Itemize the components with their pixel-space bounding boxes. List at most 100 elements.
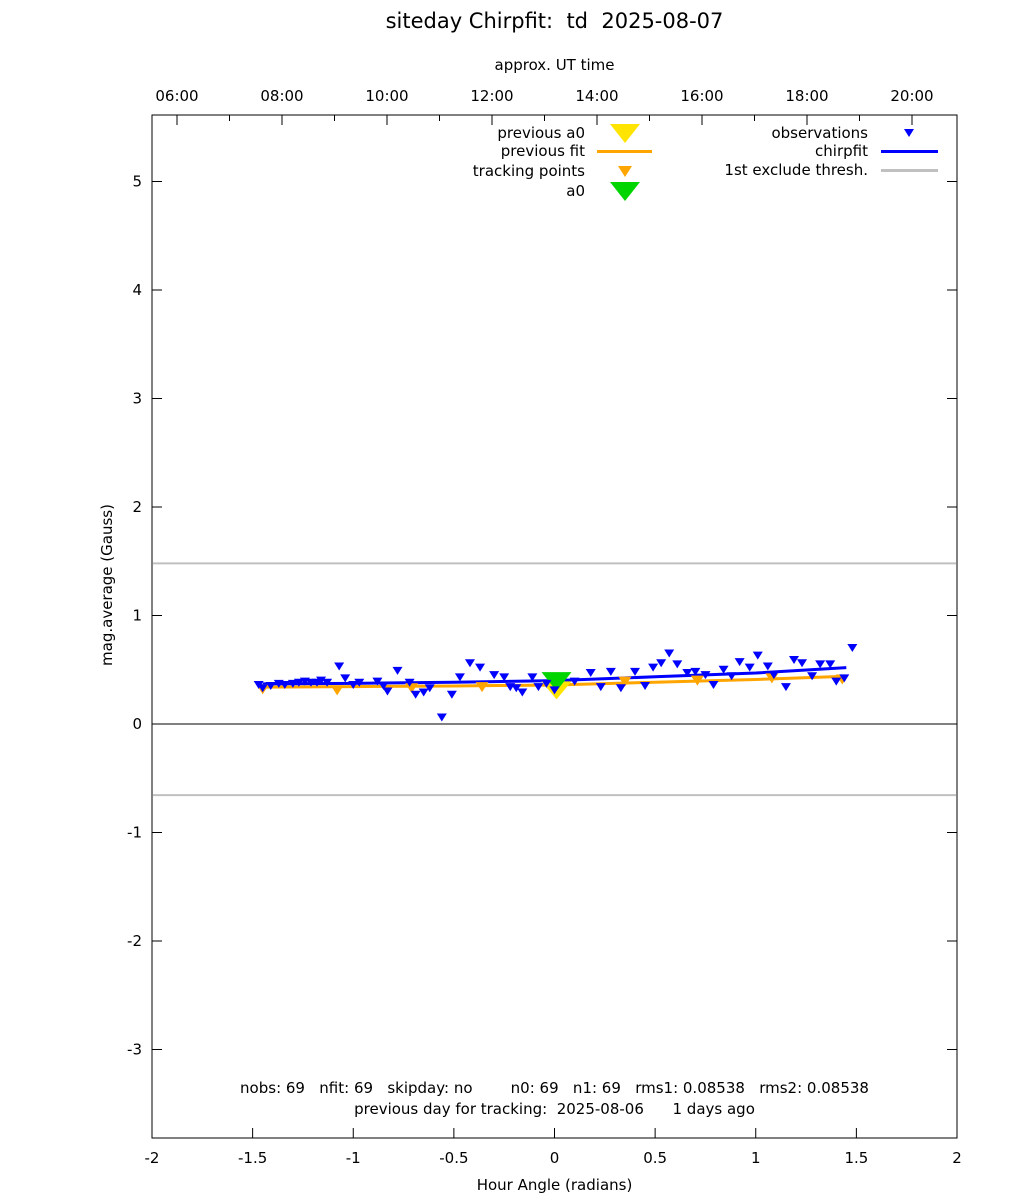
observations-marker (279, 680, 290, 689)
observations-marker (815, 660, 826, 669)
observations-marker (807, 672, 818, 681)
observations-marker (533, 683, 544, 692)
ut-tick-label: 08:00 (260, 87, 303, 105)
observations-marker (656, 659, 667, 668)
y-tick-label: -1 (127, 824, 142, 842)
observations-marker (615, 684, 626, 693)
observations-marker (424, 684, 435, 693)
legend-row-tracking-points: tracking points (300, 161, 652, 181)
observations-marker (511, 684, 522, 693)
ut-tick-label: 06:00 (155, 87, 198, 105)
observations-marker (517, 688, 528, 697)
observations-marker (378, 682, 389, 691)
ut-tick-label: 20:00 (890, 87, 933, 105)
observations-marker (672, 660, 683, 669)
y-tick-label: -3 (127, 1041, 142, 1059)
observations-marker (257, 684, 268, 693)
observations-marker (664, 649, 675, 658)
x-tick-label: -0.5 (439, 1149, 468, 1167)
y-tick-label: 2 (132, 498, 142, 516)
observations-marker (640, 682, 651, 691)
observations-marker (527, 673, 538, 682)
ut-tick-label: 10:00 (365, 87, 408, 105)
observations-marker (605, 667, 616, 676)
y-tick-label: -2 (127, 932, 142, 950)
y-tick-label: 4 (132, 281, 142, 299)
y-tick-label: 0 (132, 715, 142, 733)
legend-label-chirpfit: chirpfit (815, 142, 868, 160)
a0-triangle-icon (597, 181, 652, 201)
observations-marker (831, 677, 842, 686)
observations-marker (475, 663, 486, 672)
x-tick-label: -2 (145, 1149, 160, 1167)
legend-label-a0: a0 (566, 182, 585, 200)
observations-marker (690, 667, 701, 676)
observations-marker (348, 680, 359, 689)
plot-border (151, 114, 958, 1139)
observations-marker (708, 680, 719, 689)
observations-marker (780, 683, 791, 692)
observations-marker (797, 659, 808, 668)
y-tick-label: 3 (132, 390, 142, 408)
observations-marker (392, 666, 403, 675)
top-axis-label: approx. UT time (494, 56, 615, 74)
observations-marker (726, 672, 737, 681)
observations-marker (541, 679, 552, 688)
observations-marker (839, 674, 850, 683)
observations-marker (293, 678, 304, 687)
observations-marker (464, 659, 475, 668)
observations-marker (648, 663, 659, 672)
observations-marker (585, 669, 596, 678)
observations-marker (700, 671, 711, 680)
exclude-thresh-line-icon (880, 168, 938, 172)
y-tick-label: 5 (132, 173, 142, 191)
observations-marker (436, 713, 447, 722)
observations-marker (287, 679, 298, 688)
legend-row-chirpfit: chirpfit (640, 141, 938, 161)
x-tick-label: 0.5 (643, 1149, 667, 1167)
observations-marker (316, 676, 327, 685)
observations-marker (340, 674, 351, 683)
observations-marker (595, 683, 606, 692)
observations-triangle-icon (880, 129, 938, 137)
x-tick-label: -1.5 (238, 1149, 267, 1167)
observations-marker (354, 678, 365, 687)
observations-marker (334, 662, 345, 671)
observations-marker (265, 682, 276, 691)
observations-marker (718, 665, 729, 674)
legend-label-tracking-points: tracking points (472, 162, 585, 180)
observations-marker (489, 671, 500, 680)
ut-tick-label: 14:00 (575, 87, 618, 105)
tracking-points-marker (618, 676, 632, 687)
observations-marker (825, 660, 836, 669)
ut-tick-label: 12:00 (470, 87, 513, 105)
x-axis-label: Hour Angle (radians) (476, 1176, 633, 1194)
tracking-points-triangle-icon (597, 165, 652, 177)
tracking-points-marker (330, 685, 344, 696)
x-tick-label: 1.5 (844, 1149, 868, 1167)
legend-row-previous-fit: previous fit (300, 141, 652, 161)
observations-marker (762, 662, 773, 671)
y-axis-label: mag.average (Gauss) (98, 504, 116, 666)
tracking-points-marker (475, 682, 489, 693)
previous-fit-line-icon (597, 149, 652, 153)
observations-marker (744, 663, 755, 672)
observations-marker (446, 690, 457, 699)
observations-marker (549, 686, 560, 695)
observations-marker (569, 677, 580, 686)
a0-marker (541, 672, 572, 692)
legend-label-observations: observations (771, 124, 868, 142)
y-tick-label: 1 (132, 607, 142, 625)
previous-a0-triangle-icon (597, 123, 652, 143)
observations-marker (372, 677, 383, 686)
legend-row-observations: observations (640, 123, 938, 143)
observations-marker (499, 673, 510, 682)
x-tick-label: 1 (751, 1149, 761, 1167)
observations-marker (847, 644, 858, 653)
tracking-points-marker (405, 683, 419, 694)
tracking-day-line: previous day for tracking: 2025-08-06 1 … (354, 1100, 755, 1118)
legend-row-a0: a0 (300, 181, 652, 201)
chart-title: siteday Chirpfit: td 2025-08-07 (385, 9, 724, 33)
legend-row-previous-a0: previous a0 (300, 123, 652, 143)
